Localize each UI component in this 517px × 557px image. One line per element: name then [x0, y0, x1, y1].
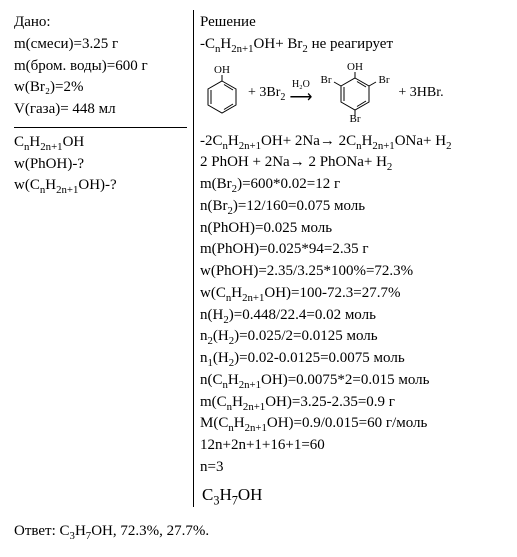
given-l2: m(бром. воды)=600 г: [14, 56, 187, 78]
oh-label: OH: [214, 64, 230, 76]
solution-column: Решение -CnH2n+1OH+ Br2 не реагирует OH: [194, 10, 503, 507]
sol-l5: m(Br2)=600*0.02=12 г: [200, 174, 503, 196]
sol-l1: -CnH2n+1OH+ Br2 не реагирует: [200, 34, 503, 56]
answer-line: Ответ: C3H7OH, 72.3%, 27.7%.: [14, 521, 503, 543]
svg-text:Br: Br: [321, 74, 332, 86]
sol-l12: n2(H2)=0.025/2=0.0125 моль: [200, 326, 503, 348]
sol-header: Решение: [200, 12, 503, 34]
sol-l18: n=3: [200, 457, 503, 479]
plus-3hbr: + 3HBr.: [398, 85, 443, 101]
sol-l15: m(CnH2n+1OH)=3.25-2.35=0.9 г: [200, 392, 503, 414]
svg-text:OH: OH: [347, 61, 363, 73]
reaction-scheme: OH + 3Br2 H₂O ⟶ OH: [200, 60, 503, 127]
given-block: Дано: m(смеси)=3.25 г m(бром. воды)=600 …: [14, 12, 187, 128]
sol-l16: M(CnH2n+1OH)=0.9/0.015=60 г/моль: [200, 413, 503, 435]
sol-l9: w(PhOH)=2.35/3.25*100%=72.3%: [200, 261, 503, 283]
page: Дано: m(смеси)=3.25 г m(бром. воды)=600 …: [0, 0, 517, 557]
given-l3: w(Br₂)=2%: [14, 77, 187, 99]
plus-3br2: + 3Br2: [248, 85, 285, 101]
find-l3: w(CnH2n+1OH)-?: [14, 175, 187, 197]
sol-l14: n(CnH2n+1OH)=0.0075*2=0.015 моль: [200, 370, 503, 392]
sol-l4: 2 PhOH + 2Na→ 2 PhONa+ H2: [200, 152, 503, 174]
phenol-structure: OH: [200, 63, 244, 124]
arrow-h2o: H₂O ⟶: [289, 80, 312, 106]
find-block: CnH2n+1OH w(PhOH)-? w(CnH2n+1OH)-?: [14, 132, 187, 197]
svg-text:Br: Br: [350, 113, 361, 122]
find-l2: w(PhOH)-?: [14, 154, 187, 176]
sol-l8: m(PhOH)=0.025*94=2.35 г: [200, 239, 503, 261]
tribromophenol-structure: OH Br Br Br: [316, 60, 394, 127]
given-l1: m(смеси)=3.25 г: [14, 34, 187, 56]
sol-l13: n1(H2)=0.02-0.0125=0.0075 моль: [200, 348, 503, 370]
left-column: Дано: m(смеси)=3.25 г m(бром. воды)=600 …: [14, 10, 194, 507]
sol-l11: n(H2)=0.448/22.4=0.02 моль: [200, 305, 503, 327]
sol-result: C3H7OH: [202, 483, 503, 508]
sol-l10: w(CnH2n+1OH)=100-72.3=27.7%: [200, 283, 503, 305]
sol-l3: -2CnH2n+1OH+ 2Na→ 2CnH2n+1ONa+ H2: [200, 131, 503, 153]
sol-l17: 12n+2n+1+16+1=60: [200, 435, 503, 457]
given-l4: V(газа)= 448 мл: [14, 99, 187, 121]
find-l1: CnH2n+1OH: [14, 132, 187, 154]
sol-l7: n(PhOH)=0.025 моль: [200, 218, 503, 240]
svg-text:Br: Br: [379, 74, 390, 86]
given-header: Дано:: [14, 12, 187, 34]
top-section: Дано: m(смеси)=3.25 г m(бром. воды)=600 …: [14, 10, 503, 507]
sol-l6: n(Br2)=12/160=0.075 моль: [200, 196, 503, 218]
